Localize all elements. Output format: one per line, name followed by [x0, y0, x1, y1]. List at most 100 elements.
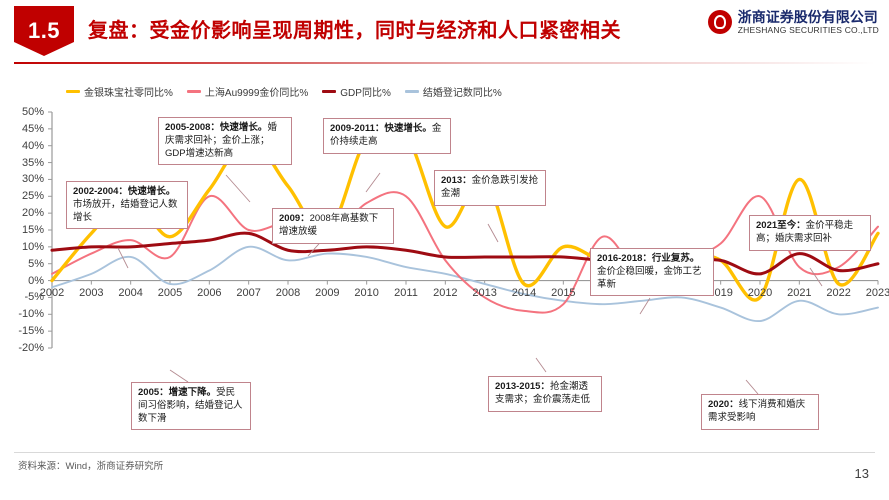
header-divider	[14, 62, 875, 64]
callout-2020: 2020：线下消费和婚庆需求受影响	[701, 394, 819, 430]
y-tick-label: 40%	[21, 139, 44, 152]
y-tick-label: -5%	[24, 291, 44, 304]
y-tick-label: 20%	[21, 207, 44, 220]
y-tick-label: 0%	[28, 274, 44, 287]
callout-leader-lines	[117, 172, 823, 395]
slide-header: 1.5 复盘：受金价影响呈现周期性，同时与经济和人口紧密相关 浙商证券股份有限公…	[0, 0, 889, 66]
callout-title: 2009-2011：快速增长。	[330, 123, 432, 134]
chart-series	[50, 123, 880, 322]
y-tick-label: 15%	[21, 224, 44, 236]
x-tick-label: 2002	[39, 286, 65, 299]
callout-2013-2015: 2013-2015：抢金潮透支需求；金价震荡走低	[488, 376, 602, 412]
y-tick-label: -15%	[18, 325, 44, 338]
legend-item-2: GDP同比%	[322, 84, 391, 99]
callout-title: 2002-2004：快速增长。	[73, 186, 176, 197]
x-tick-label: 2013	[472, 286, 497, 299]
page-number: 13	[854, 466, 869, 481]
legend-item-1: 上海Au9999金价同比%	[186, 84, 309, 99]
legend-swatch-icon	[404, 90, 419, 93]
x-tick-label: 2005	[157, 286, 183, 299]
callout-2005: 2005：增速下降。受民间习俗影响，结婚登记人数下滑	[131, 382, 251, 431]
x-tick-label: 2006	[197, 286, 222, 299]
section-number-badge: 1.5	[14, 6, 74, 56]
callout-body: 金价持续走高	[330, 123, 442, 147]
x-tick-label: 2012	[433, 286, 458, 299]
callout-2016-2018: 2016-2018：行业复苏。金价企稳回暖，金饰工艺革新	[590, 248, 714, 297]
company-logo: 浙商证券股份有限公司 ZHESHANG SECURITIES CO.,LTD	[707, 9, 879, 35]
callout-leader-4	[487, 223, 499, 243]
source-note: 资料来源：Wind，浙商证券研究所	[18, 461, 164, 472]
callout-title: 2005-2008：快速增长。	[165, 122, 268, 133]
x-tick-label: 2011	[394, 286, 418, 299]
legend-swatch-icon	[322, 90, 337, 93]
callout-title: 2013：	[441, 175, 472, 186]
callout-title: 2009：	[279, 213, 310, 224]
callout-body: 市场放开，结婚登记人数增长	[73, 198, 178, 223]
y-tick-label: 10%	[21, 240, 44, 253]
callout-body: 受民间习俗影响，结婚登记人数下滑	[138, 387, 243, 424]
legend-label: 上海Au9999金价同比%	[204, 88, 309, 99]
callout-body: 线下消费和婚庆需求受影响	[708, 399, 806, 423]
page-title: 复盘：受金价影响呈现周期性，同时与经济和人口紧密相关	[88, 20, 621, 42]
x-tick-label: 2019	[708, 286, 733, 299]
callout-leader-7	[169, 369, 189, 383]
callout-2005-2008: 2005-2008：快速增长。婚庆需求回补；金价上涨；GDP增速达新高	[158, 117, 292, 166]
x-tick-label: 2022	[826, 286, 851, 299]
callout-body: 抢金潮透支需求；金价震荡走低	[495, 381, 591, 405]
callout-leader-5	[639, 297, 651, 315]
callout-2002-2004: 2002-2004：快速增长。市场放开，结婚登记人数增长	[66, 181, 188, 230]
legend-item-3: 结婚登记数同比%	[404, 84, 502, 99]
callout-title: 2005：增速下降。	[138, 387, 217, 398]
callout-title: 2021至今：	[756, 220, 806, 231]
chart-svg	[48, 111, 880, 395]
callout-body: 婚庆需求回补；金价上涨；GDP增速达新高	[165, 122, 277, 159]
callout-title: 2013-2015：	[495, 381, 550, 392]
callout-body: 金价急跌引发抢金潮	[441, 175, 539, 199]
callout-body: 金价平稳走高；婚庆需求回补	[756, 220, 854, 244]
x-tick-label: 2010	[354, 286, 379, 299]
callout-leader-1	[225, 174, 251, 203]
zheshang-logo-icon	[707, 10, 732, 35]
y-tick-label: 35%	[21, 156, 44, 169]
callout-leader-6	[809, 267, 823, 287]
legend-swatch-icon	[66, 90, 80, 93]
x-tick-label: 2020	[747, 286, 773, 299]
x-tick-label: 2003	[79, 286, 104, 299]
legend-item-0: 金银珠宝社零同比%	[66, 84, 173, 99]
callout-2021: 2021至今：金价平稳走高；婚庆需求回补	[749, 215, 871, 251]
x-tick-label: 2015	[551, 286, 576, 299]
callout-body: 2008年高基数下增速放缓	[279, 213, 379, 237]
x-tick-label: 2023	[865, 286, 889, 299]
y-tick-label: 5%	[28, 257, 44, 270]
callout-title: 2020：	[708, 399, 739, 410]
callout-title: 2016-2018：行业复苏。	[597, 253, 700, 264]
callout-2009-2011: 2009-2011：快速增长。金价持续走高	[323, 118, 451, 154]
callout-body: 金价企稳回暖，金饰工艺革新	[597, 265, 702, 290]
company-name-cn: 浙商证券股份有限公司	[737, 9, 878, 25]
callout-leader-0	[117, 247, 129, 269]
callout-leader-3	[365, 172, 381, 193]
callout-leader-8	[535, 357, 547, 373]
company-name-en: ZHESHANG SECURITIES CO.,LTD	[737, 24, 879, 35]
legend-label: 金银珠宝社零同比%	[84, 88, 173, 99]
y-tick-label: -20%	[18, 342, 44, 354]
callout-leader-9	[745, 379, 759, 395]
chart-legend: 金银珠宝社零同比% 上海Au9999金价同比% GDP同比% 结婚登记数同比%	[66, 84, 502, 99]
y-tick-label: 30%	[21, 173, 44, 186]
x-tick-label: 2014	[511, 286, 537, 299]
callout-2013: 2013：金价急跌引发抢金潮	[434, 170, 546, 206]
legend-label: GDP同比%	[340, 88, 391, 99]
y-tick-label: 50%	[21, 106, 44, 118]
callout-2009: 2009：2008年高基数下增速放缓	[272, 208, 394, 244]
footer-divider	[14, 452, 875, 453]
y-tick-label: -10%	[18, 308, 44, 321]
series-line-3	[51, 245, 879, 322]
series-line-1	[51, 191, 879, 314]
x-tick-label: 2009	[315, 286, 340, 299]
legend-label: 结婚登记数同比%	[422, 88, 502, 99]
x-tick-label: 2021	[787, 286, 812, 299]
x-tick-label: 2004	[118, 286, 143, 299]
series-line-2	[50, 231, 880, 276]
legend-swatch-icon	[186, 90, 201, 93]
y-tick-label: 45%	[21, 122, 44, 135]
